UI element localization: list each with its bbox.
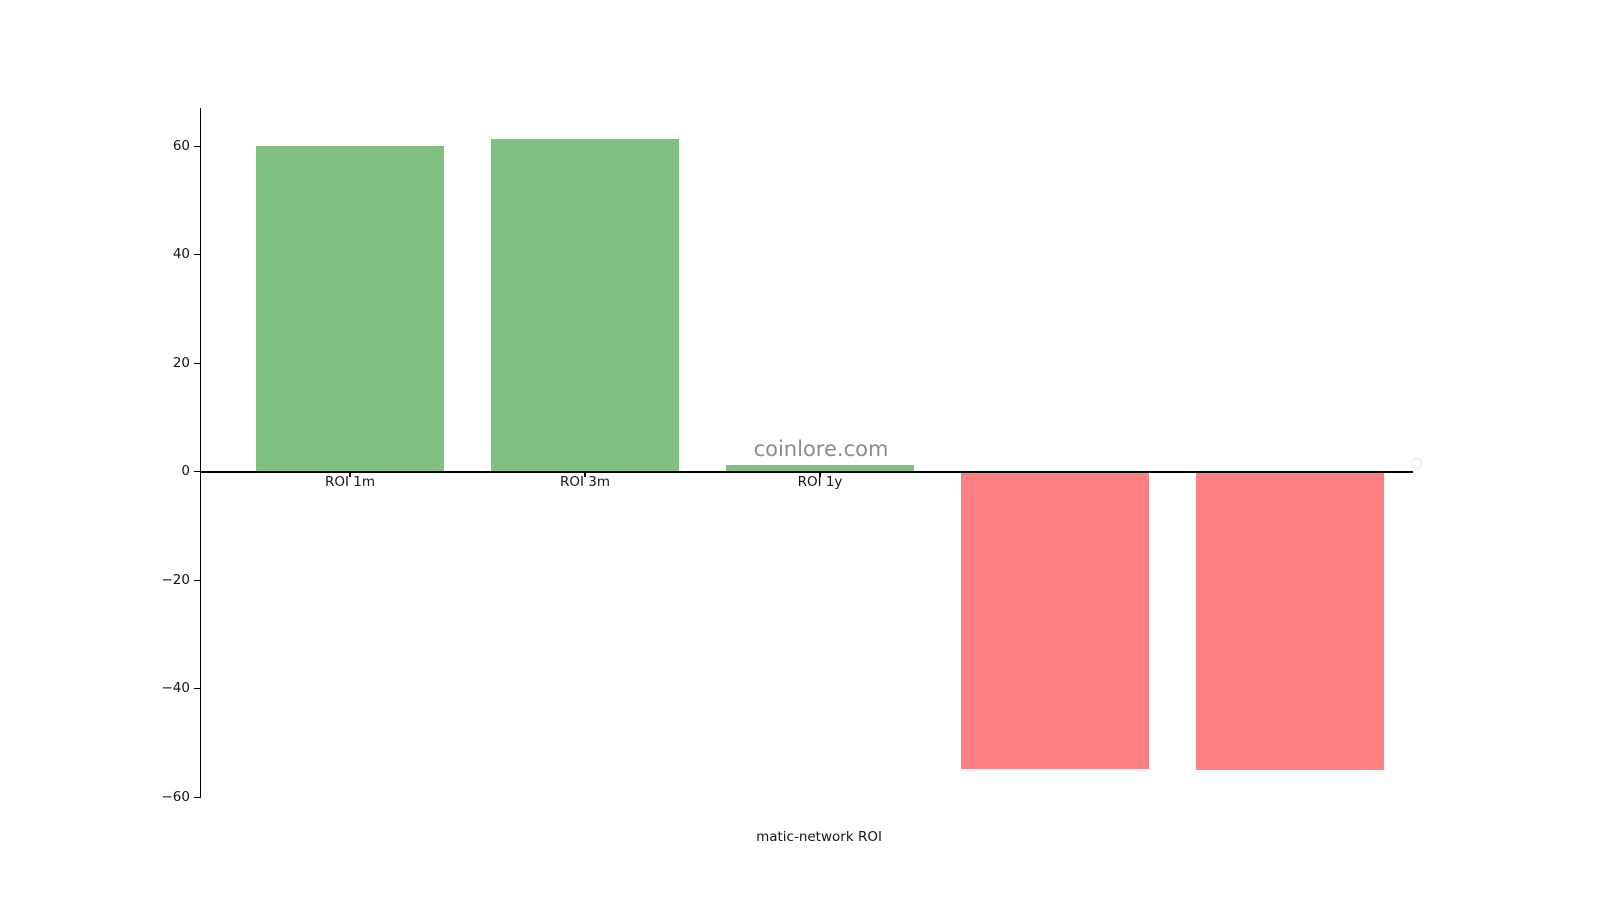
y-tick-mark xyxy=(194,796,200,798)
y-tick-label: −40 xyxy=(161,680,191,697)
x-tick-mark xyxy=(819,471,821,477)
y-axis-line xyxy=(200,108,202,798)
axis-end-marker xyxy=(1411,458,1422,469)
y-tick-label: −60 xyxy=(161,788,191,805)
y-tick-label: −20 xyxy=(161,571,191,588)
x-tick-label: ROI 1m xyxy=(324,474,376,491)
y-tick-label: 0 xyxy=(181,463,190,480)
bar-unlabeled-5 xyxy=(1196,471,1384,770)
y-tick-mark xyxy=(194,579,200,581)
y-tick-label: 60 xyxy=(172,137,190,154)
x-tick-label: ROI 3m xyxy=(559,474,611,491)
x-tick-mark xyxy=(349,471,351,477)
x-axis-title: matic-network ROI xyxy=(756,829,882,845)
y-tick-mark xyxy=(194,145,200,147)
y-tick-mark xyxy=(194,362,200,364)
y-tick-label: 20 xyxy=(172,354,190,371)
y-tick-mark xyxy=(194,688,200,690)
x-axis-line xyxy=(200,471,1413,473)
x-tick-mark xyxy=(584,471,586,477)
bar-unlabeled-4 xyxy=(961,471,1149,769)
bar-roi-3m xyxy=(491,139,679,472)
bar-roi-1y xyxy=(726,464,914,472)
y-tick-mark xyxy=(194,254,200,256)
x-tick-label: ROI 1y xyxy=(797,474,843,491)
bar-roi-1m xyxy=(256,145,444,472)
y-tick-mark xyxy=(194,471,200,473)
watermark-text: coinlore.com xyxy=(753,437,889,461)
y-tick-label: 40 xyxy=(172,246,190,263)
